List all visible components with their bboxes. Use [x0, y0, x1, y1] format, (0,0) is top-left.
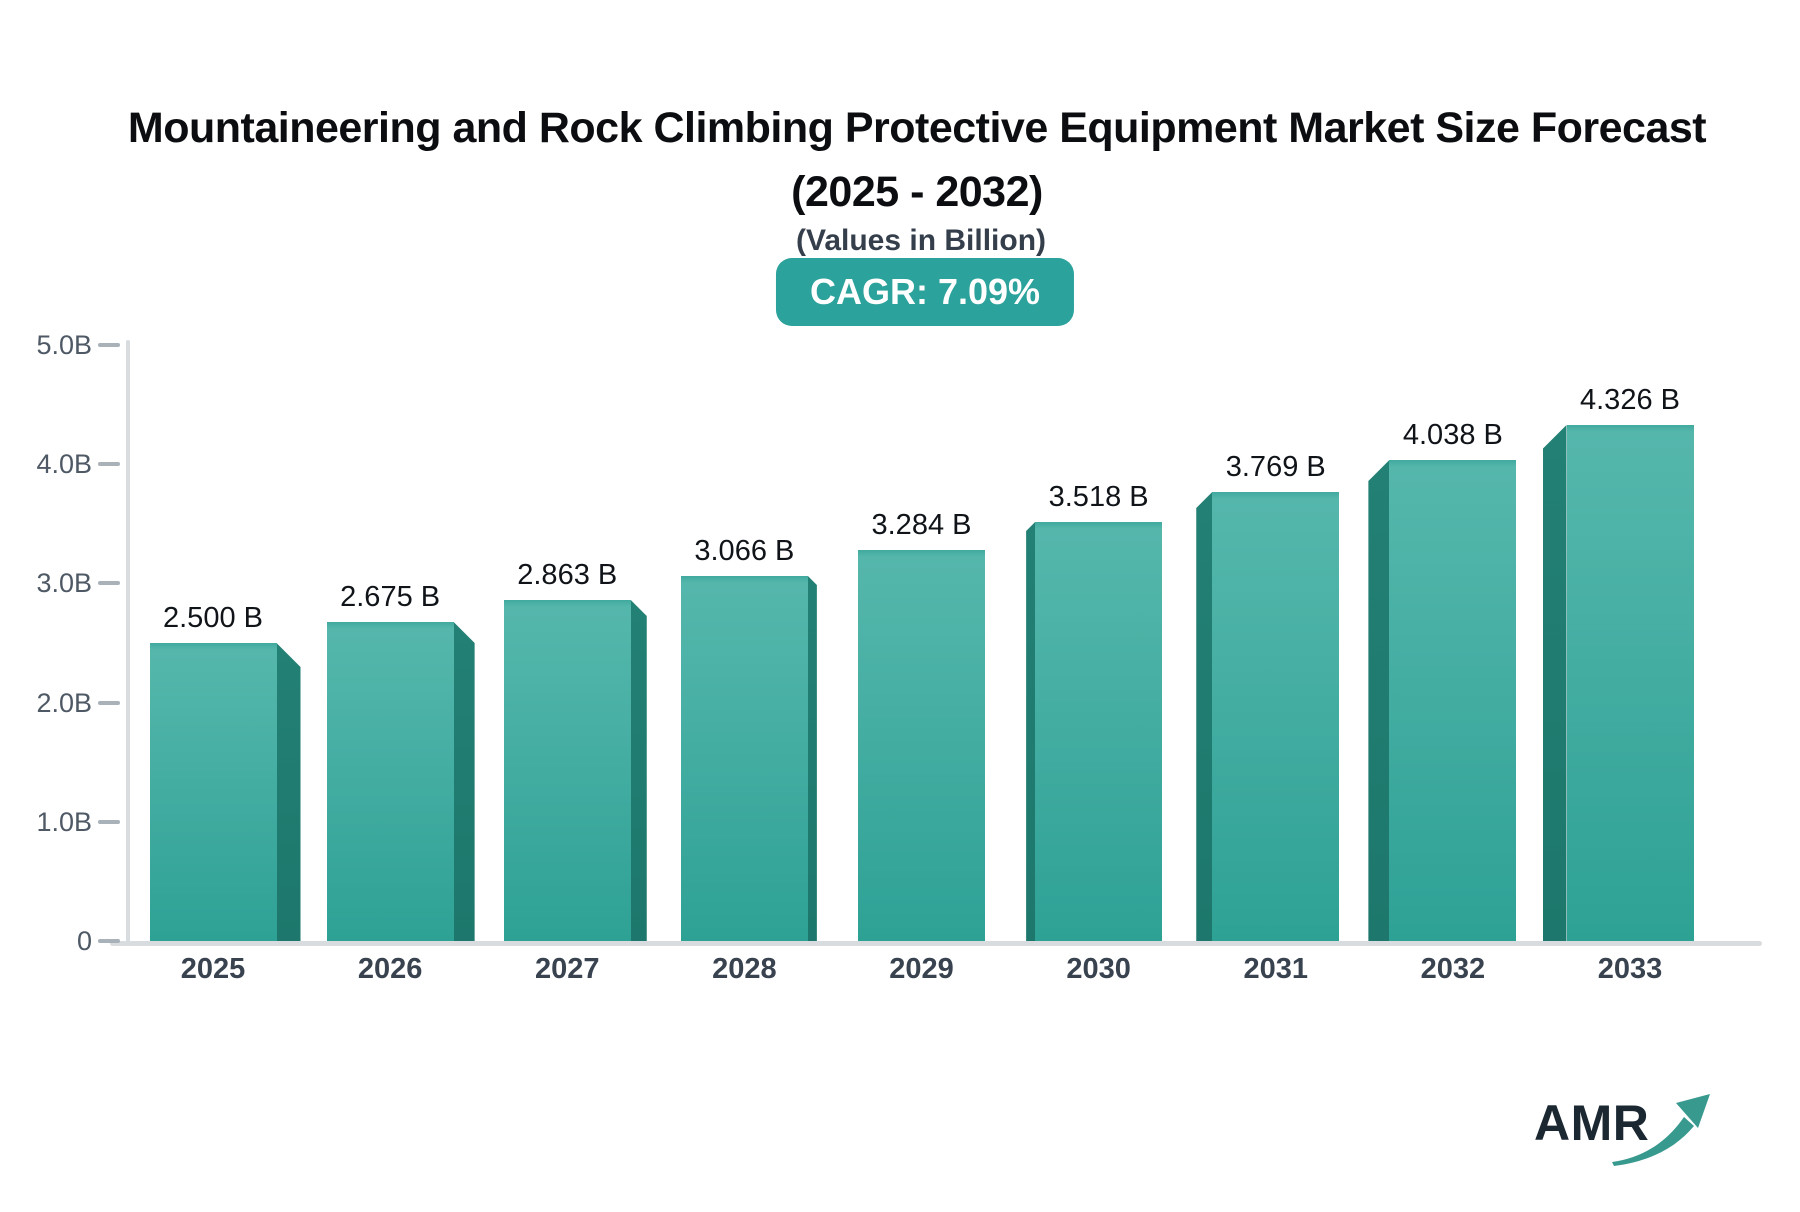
amr-logo: AMR [1534, 1094, 1734, 1184]
bar-value-label: 2.675 B [340, 581, 441, 613]
cagr-badge: CAGR: 7.09% [775, 258, 1075, 326]
chart-title-line2: (2025 - 2032) [791, 168, 1043, 216]
bar [503, 600, 631, 941]
bar-side [1196, 492, 1213, 941]
bar-side [1368, 460, 1390, 941]
x-tick-label: 2027 [534, 953, 600, 985]
bar-value-label: 3.769 B [1225, 451, 1326, 483]
bar-value-label: 3.518 B [1048, 481, 1149, 513]
bar [1566, 425, 1694, 941]
x-axis-line [110, 941, 1762, 946]
x-tick-label: 2026 [357, 953, 423, 985]
bar-side [1026, 522, 1036, 941]
y-tick-label: 2.0B [36, 687, 92, 718]
bar [1035, 522, 1163, 941]
y-tick-dash [98, 462, 120, 467]
y-tick-label: 3.0B [36, 568, 92, 599]
bar [1212, 492, 1340, 941]
bar [149, 643, 277, 941]
amr-logo-text: AMR [1534, 1095, 1650, 1151]
x-tick-label: 2031 [1243, 953, 1308, 985]
y-tick-dash [98, 700, 120, 705]
bar-side [276, 643, 301, 941]
bar [680, 576, 808, 941]
x-tick-label: 2025 [180, 953, 246, 985]
y-tick-dash [98, 581, 120, 586]
y-axis-line [126, 340, 130, 945]
bar-side [807, 576, 817, 941]
bar-value-label: 3.284 B [871, 509, 972, 541]
y-tick-dash [98, 819, 120, 824]
bar-side [1542, 425, 1567, 941]
x-tick-label: 2030 [1066, 953, 1131, 985]
arrow-swoosh [1612, 1117, 1694, 1166]
y-tick-label: 4.0B [36, 449, 92, 480]
bar-value-label: 4.326 B [1580, 384, 1680, 416]
y-tick-dash [98, 343, 120, 347]
y-tick-label: 5.0B [36, 330, 92, 360]
x-tick-label: 2029 [889, 953, 954, 985]
y-tick-label: 0 [76, 926, 92, 956]
bar-value-label: 3.066 B [694, 535, 795, 567]
x-tick-label: 2028 [712, 953, 777, 985]
bar-value-label: 4.038 B [1402, 419, 1503, 451]
arrow-head [1676, 1094, 1710, 1128]
y-tick-label: 1.0B [36, 806, 92, 837]
bar [1389, 460, 1517, 941]
bar [326, 622, 454, 941]
bar-value-label: 2.863 B [517, 559, 618, 591]
chart-subtitle: (Values in Billion) [795, 224, 1047, 257]
amr-logo-arrow-icon [1612, 1094, 1710, 1166]
chart-title-line1: Mountaineering and Rock Climbing Protect… [127, 104, 1707, 152]
x-tick-label: 2032 [1420, 953, 1486, 985]
x-tick-label: 2033 [1597, 953, 1663, 985]
bar-value-label: 2.500 B [163, 602, 263, 634]
bar [858, 550, 985, 941]
bar-side [630, 600, 647, 941]
y-tick-dash [98, 939, 120, 943]
bar-side [453, 622, 475, 941]
